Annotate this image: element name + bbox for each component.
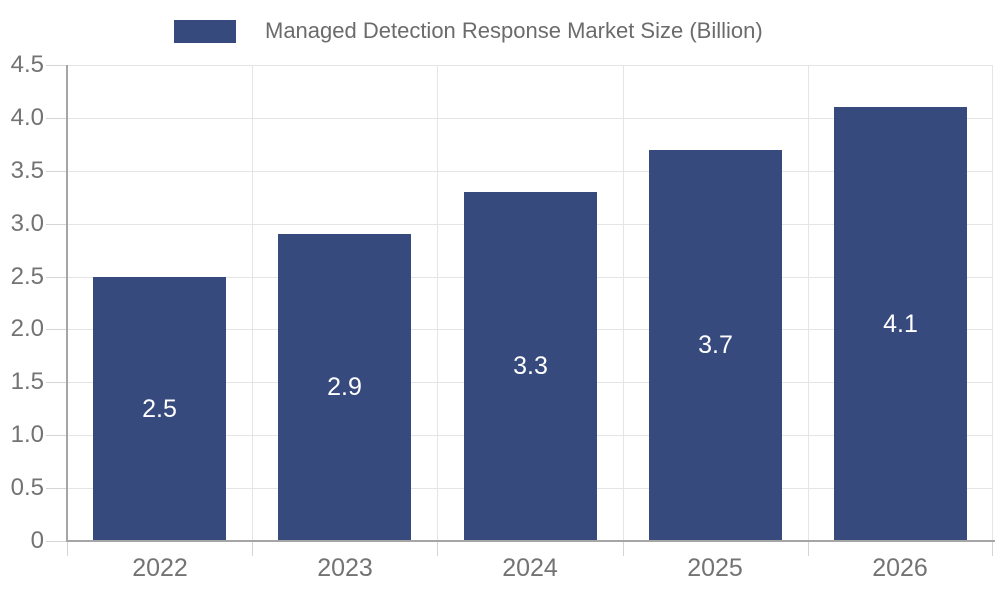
y-tick-mark	[46, 382, 66, 383]
y-axis-tick-label: 0	[30, 527, 44, 554]
x-axis-tick-label: 2024	[502, 554, 558, 582]
x-tick-mark	[252, 542, 253, 556]
category-gridline	[623, 65, 624, 541]
y-tick-mark	[46, 541, 66, 542]
y-axis-tick-label: 1.5	[10, 368, 44, 395]
y-gridline	[67, 171, 993, 172]
x-tick-mark	[437, 542, 438, 556]
y-axis-tick-label: 3.5	[10, 157, 44, 184]
legend-label: Managed Detection Response Market Size (…	[265, 18, 763, 43]
bar[interactable]: 2.5	[93, 277, 226, 541]
y-axis-tick-label: 4.0	[10, 104, 44, 131]
y-axis-tick-label: 2.0	[10, 315, 44, 342]
y-tick-mark	[46, 65, 66, 66]
category-gridline	[808, 65, 809, 541]
x-axis-tick-label: 2026	[872, 554, 928, 582]
x-tick-mark	[623, 542, 624, 556]
category-gridline	[992, 65, 993, 541]
y-tick-mark	[46, 488, 66, 489]
category-gridline	[252, 65, 253, 541]
y-tick-mark	[46, 435, 66, 436]
bar[interactable]: 3.3	[464, 192, 597, 541]
bar[interactable]: 4.1	[834, 107, 967, 541]
y-tick-mark	[46, 277, 66, 278]
y-tick-mark	[46, 118, 66, 119]
y-tick-mark	[46, 171, 66, 172]
y-axis-tick-label: 2.5	[10, 263, 44, 290]
y-tick-mark	[46, 224, 66, 225]
x-axis-line	[66, 540, 995, 542]
y-gridline	[67, 65, 993, 66]
bar[interactable]: 3.7	[649, 150, 782, 541]
bar-value-label: 4.1	[883, 309, 918, 338]
plot-area: 2.5 2.9 3.3 3.7 4.1	[67, 65, 993, 541]
y-axis-tick-label: 0.5	[10, 474, 44, 501]
legend-item[interactable]: Managed Detection Response Market Size (…	[174, 16, 763, 46]
x-axis-tick-label: 2023	[317, 554, 373, 582]
legend-swatch	[174, 19, 236, 43]
bar-value-label: 3.3	[513, 352, 548, 380]
y-axis-tick-label: 1.0	[10, 421, 44, 448]
x-tick-mark	[992, 542, 993, 556]
x-axis-tick-label: 2022	[132, 554, 188, 582]
y-axis-tick-label: 3.0	[10, 210, 44, 237]
x-axis-tick-label: 2025	[687, 554, 743, 582]
bar-value-label: 2.5	[142, 394, 177, 423]
x-tick-mark	[67, 542, 68, 556]
bar-value-label: 2.9	[327, 373, 362, 401]
y-axis-tick-label: 4.5	[10, 51, 44, 78]
bar[interactable]: 2.9	[278, 234, 411, 541]
y-tick-mark	[46, 329, 66, 330]
y-gridline	[67, 118, 993, 119]
x-tick-mark	[808, 542, 809, 556]
y-axis-line	[66, 65, 68, 542]
bar-value-label: 3.7	[698, 331, 733, 359]
category-gridline	[437, 65, 438, 541]
